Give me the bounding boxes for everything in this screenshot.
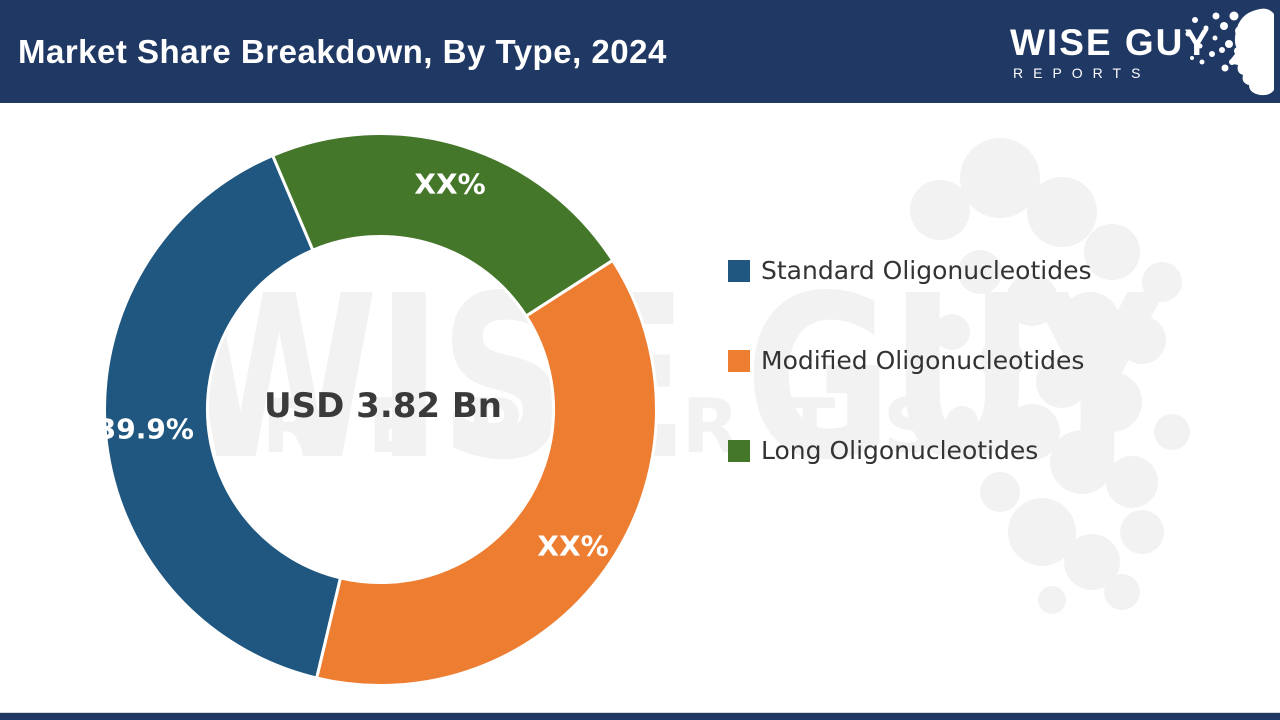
brand-logo: WISE GUY REPORTS bbox=[1010, 0, 1274, 103]
donut-segment-0 bbox=[103, 153, 343, 680]
footer-bar bbox=[0, 713, 1280, 720]
slice-value-label-2: XX% bbox=[414, 167, 486, 201]
legend-item-modified: Modified Oligonucleotides bbox=[728, 346, 1092, 376]
donut-segment-1 bbox=[315, 258, 658, 687]
donut-chart: 39.9% XX% XX% USD 3.82 Bn bbox=[96, 129, 661, 690]
header-bar: Market Share Breakdown, By Type, 2024 WI… bbox=[0, 0, 1280, 103]
footer-divider bbox=[0, 712, 1280, 713]
logo-subtext: REPORTS bbox=[1013, 65, 1151, 81]
legend-swatch-standard bbox=[728, 260, 750, 282]
chart-center-value: USD 3.82 Bn bbox=[264, 386, 502, 426]
logo-wordmark: WISE GUY bbox=[1010, 22, 1212, 63]
legend-item-long: Long Oligonucleotides bbox=[728, 436, 1092, 466]
legend-swatch-long bbox=[728, 440, 750, 462]
donut-segment-2 bbox=[271, 132, 615, 318]
legend-label-standard: Standard Oligonucleotides bbox=[761, 256, 1092, 285]
legend-label-long: Long Oligonucleotides bbox=[761, 436, 1039, 465]
logo-face-icon bbox=[1185, 8, 1274, 96]
legend-label-modified: Modified Oligonucleotides bbox=[761, 346, 1085, 375]
slice-value-label-0: 39.9% bbox=[96, 412, 194, 446]
slice-value-label-1: XX% bbox=[537, 529, 609, 563]
legend-swatch-modified bbox=[728, 350, 750, 372]
donut-svg bbox=[103, 132, 658, 687]
page-title: Market Share Breakdown, By Type, 2024 bbox=[18, 33, 667, 70]
chart-legend: Standard Oligonucleotides Modified Oligo… bbox=[728, 256, 1092, 526]
legend-item-standard: Standard Oligonucleotides bbox=[728, 256, 1092, 286]
